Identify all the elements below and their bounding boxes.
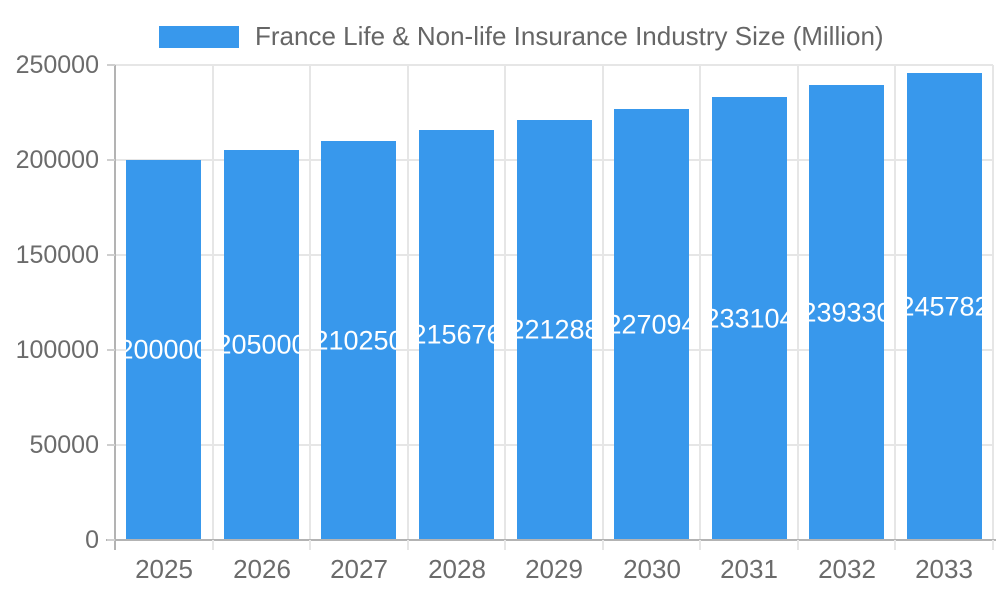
x-tick-label: 2025 (135, 554, 193, 584)
y-tick-label: 200000 (15, 146, 99, 174)
x-tick-label: 2031 (720, 554, 778, 584)
bar[interactable]: 221288 (517, 120, 592, 540)
x-tick-label: 2028 (428, 554, 486, 584)
bar-value-label: 221288 (517, 314, 592, 345)
v-gridline (504, 65, 506, 540)
bar[interactable]: 200000 (126, 160, 201, 540)
bar-value-label: 200000 (126, 334, 201, 365)
bar[interactable]: 245782 (907, 73, 982, 540)
y-tick-label: 250000 (15, 51, 99, 79)
bar[interactable]: 239330 (809, 85, 884, 540)
y-axis-line (114, 65, 116, 550)
v-gridline (309, 65, 311, 540)
legend-swatch-icon (159, 25, 239, 48)
bar-value-label: 205000 (224, 329, 299, 360)
x-tick-mark (407, 540, 409, 550)
x-tick-mark (894, 540, 896, 550)
x-tick-mark (797, 540, 799, 550)
bar[interactable]: 215676 (419, 130, 494, 540)
y-tick-mark (107, 539, 115, 541)
x-tick-mark (504, 540, 506, 550)
y-tick-mark (107, 349, 115, 351)
bar-value-label: 239330 (809, 297, 884, 327)
bar-value-label: 215676 (419, 319, 494, 350)
bar-value-label: 233104 (712, 303, 787, 333)
bar-value-label: 210250 (321, 325, 396, 355)
bar-value-label: 245782 (907, 291, 982, 321)
x-tick-label: 2033 (915, 554, 973, 584)
v-gridline (212, 65, 214, 540)
y-tick-label: 50000 (29, 431, 99, 459)
bar[interactable]: 205000 (224, 150, 299, 540)
v-gridline (894, 65, 896, 540)
v-gridline (407, 65, 409, 540)
h-gridline (115, 64, 993, 66)
x-tick-label: 2032 (818, 554, 876, 584)
legend[interactable]: France Life & Non-life Insurance Industr… (159, 21, 884, 52)
x-tick-label: 2027 (330, 554, 388, 584)
bar[interactable]: 210250 (321, 141, 396, 540)
x-tick-label: 2029 (525, 554, 583, 584)
legend-title: France Life & Non-life Insurance Industr… (255, 21, 884, 51)
y-tick-mark (107, 444, 115, 446)
v-gridline (602, 65, 604, 540)
y-tick-label: 150000 (15, 241, 99, 269)
bar-value-label: 227094 (614, 309, 689, 339)
x-axis-line (106, 539, 996, 541)
bar[interactable]: 227094 (614, 109, 689, 540)
y-tick-mark (107, 254, 115, 256)
y-tick-label: 100000 (15, 336, 99, 364)
x-tick-mark (699, 540, 701, 550)
x-tick-label: 2026 (233, 554, 291, 584)
y-tick-mark (107, 159, 115, 161)
x-tick-label: 2030 (623, 554, 681, 584)
x-tick-mark (309, 540, 311, 550)
bar[interactable]: 233104 (712, 97, 787, 540)
x-tick-mark (602, 540, 604, 550)
x-tick-mark (212, 540, 214, 550)
x-tick-mark (992, 540, 994, 550)
v-gridline (992, 65, 994, 540)
v-gridline (699, 65, 701, 540)
y-tick-mark (107, 64, 115, 66)
v-gridline (797, 65, 799, 540)
plot-area: 200000 205000 210250 215676 221288 227094 2331… (115, 64, 994, 540)
y-tick-label: 0 (85, 526, 99, 554)
